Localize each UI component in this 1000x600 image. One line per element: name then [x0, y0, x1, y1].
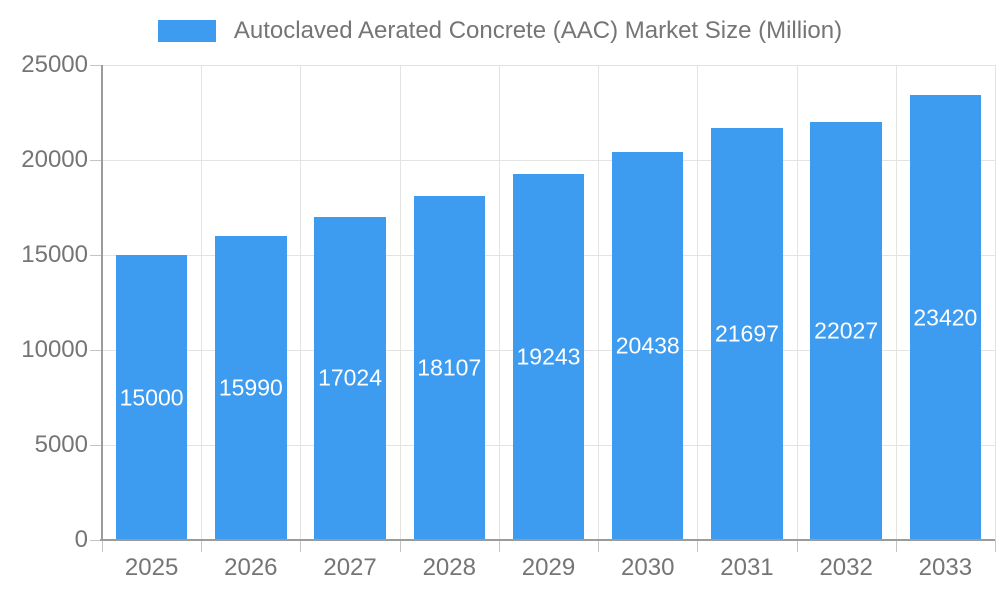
x-axis-tick-label: 2029 — [521, 554, 576, 581]
y-axis-tick — [90, 445, 102, 446]
bar-2029: 19243 — [512, 174, 585, 540]
bar-value-label: 21697 — [714, 320, 779, 347]
y-axis-tick — [90, 350, 102, 351]
x-axis-tick — [895, 540, 897, 552]
x-gridline — [796, 65, 798, 540]
y-axis-tick-label: 20000 — [21, 146, 88, 173]
legend-swatch-icon — [157, 20, 216, 42]
x-axis-tick-label: 2033 — [918, 554, 973, 581]
x-axis-tick — [102, 540, 103, 552]
bar-2030: 20438 — [612, 151, 684, 540]
y-axis-tick — [90, 255, 102, 256]
x-axis-tick-label: 2032 — [819, 554, 873, 581]
x-gridline — [697, 65, 699, 540]
bar-2028: 18107 — [413, 195, 485, 540]
x-gridline — [598, 65, 600, 540]
x-axis-tick-label: 2025 — [124, 554, 179, 581]
bar-2025: 15000 — [115, 255, 188, 540]
y-axis-tick-label: 15000 — [21, 241, 88, 268]
y-axis-tick — [90, 65, 102, 66]
bar-value-label: 17024 — [318, 364, 383, 391]
legend-label: Autoclaved Aerated Concrete (AAC) Market… — [233, 17, 843, 44]
x-gridline — [498, 65, 500, 540]
x-axis-tick — [300, 540, 302, 552]
y-axis-tick — [90, 540, 102, 541]
bar-2027: 17024 — [314, 216, 386, 540]
x-axis-tick-label: 2027 — [323, 554, 377, 581]
bar-2033: 23420 — [909, 95, 982, 540]
x-axis-tick — [697, 540, 699, 552]
y-axis-tick-label: 10000 — [21, 336, 88, 363]
x-gridline — [300, 65, 302, 540]
x-gridline — [895, 65, 897, 540]
x-axis-line — [100, 539, 995, 541]
x-axis-tick-label: 2026 — [224, 554, 278, 581]
x-axis-tick-label: 2031 — [720, 554, 774, 581]
plot-area: 0 5000 10000 15000 20000 25000 15000 2025 15990 2… — [21, 53, 996, 581]
y-axis-tick-label: 0 — [74, 526, 88, 553]
x-axis-tick — [995, 540, 996, 552]
y-axis-tick-label: 25000 — [21, 51, 88, 78]
x-axis-tick-label: 2028 — [422, 554, 476, 581]
bar-2026: 15990 — [215, 236, 287, 540]
x-gridline — [995, 65, 996, 540]
y-axis-tick — [90, 160, 102, 161]
legend[interactable]: Autoclaved Aerated Concrete (AAC) Market… — [0, 17, 1000, 45]
x-gridline — [201, 65, 203, 540]
x-axis-tick-label: 2030 — [621, 554, 675, 581]
bar-value-label: 15990 — [218, 374, 283, 401]
bar-value-label: 15000 — [119, 384, 184, 410]
y-gridline — [102, 65, 995, 66]
bar-value-label: 20438 — [615, 332, 680, 359]
bar-value-label: 22027 — [814, 317, 879, 344]
x-axis-tick — [399, 540, 401, 552]
x-axis-tick — [796, 540, 798, 552]
bar-2032: 22027 — [810, 121, 882, 540]
x-axis-tick — [598, 540, 600, 552]
x-axis-tick — [201, 540, 203, 552]
y-axis-tick-label: 5000 — [34, 431, 88, 458]
bar-value-label: 23420 — [913, 304, 978, 331]
bar-value-label: 18107 — [417, 354, 482, 381]
y-gridline — [102, 160, 995, 161]
x-axis-tick — [498, 540, 500, 552]
bar-value-label: 19243 — [516, 343, 581, 370]
x-gridline — [399, 65, 401, 540]
bar-2031: 21697 — [711, 127, 783, 540]
y-axis-line — [101, 65, 103, 540]
